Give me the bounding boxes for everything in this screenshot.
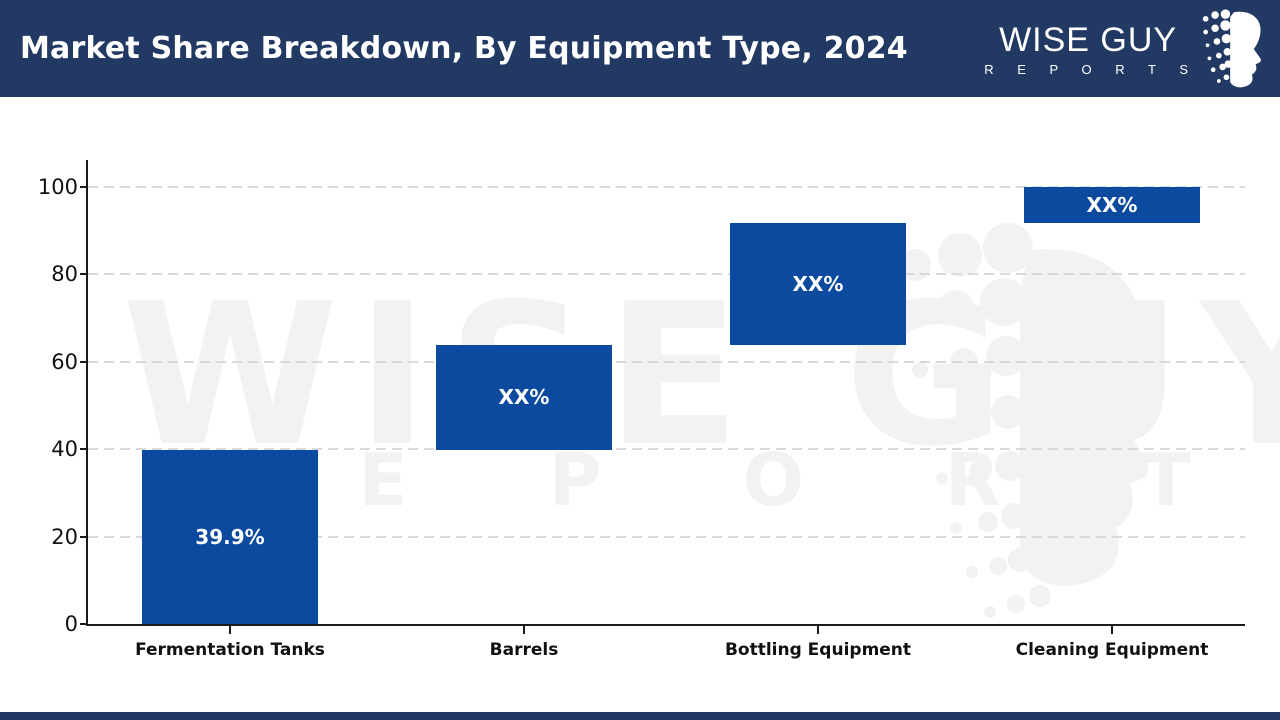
bar-cleaning-equipment: [1024, 187, 1200, 223]
x-axis-line: [86, 624, 1245, 626]
ytick-label-60: 60: [51, 349, 78, 374]
xtick-label-0: Fermentation Tanks: [135, 640, 325, 660]
xtick-mark-2: [817, 626, 819, 634]
ytick-label-100: 100: [37, 175, 78, 199]
ytick-mark-20: [80, 535, 88, 538]
logo-wordmark: WISE GUY: [999, 21, 1178, 59]
ytick-mark-100: [80, 186, 88, 188]
waterfall-chart: 0 20 40 60 80 100 39.9% Fermentation Tanks XX% Ba…: [0, 97, 1280, 712]
ytick-mark-0: [80, 623, 88, 625]
logo-subtitle: R E P O R T S: [984, 62, 1198, 77]
gridline-80: [88, 273, 1245, 276]
bar-label-2: XX%: [792, 272, 844, 296]
xtick-label-3: Cleaning Equipment: [1015, 640, 1209, 660]
xtick-mark-0: [229, 626, 231, 634]
ytick-label-80: 80: [51, 262, 78, 287]
gridline-60: [88, 360, 1245, 363]
watermark-face-icon: [899, 223, 1149, 618]
xtick-mark-1: [523, 626, 525, 634]
ytick-mark-80: [80, 273, 88, 276]
bar-bottling-equipment: [730, 222, 906, 346]
bar-label-0: 39.9%: [195, 524, 265, 549]
bar-fermentation-tanks: [142, 449, 318, 624]
logo-face-icon: [1202, 9, 1261, 88]
gridline-40: [88, 448, 1245, 451]
ytick-label-0: 0: [64, 612, 78, 636]
xtick-label-1: Barrels: [489, 640, 559, 660]
xtick-label-2: Bottling Equipment: [724, 640, 912, 660]
ytick-mark-60: [80, 360, 88, 363]
page-title: Market Share Breakdown, By Equipment Typ…: [20, 31, 908, 66]
bar-barrels: [436, 345, 612, 450]
gridline-20: [88, 535, 1245, 538]
bar-label-1: XX%: [498, 385, 550, 410]
y-axis-line: [86, 160, 88, 626]
logo-text: WISE GUY R E P O R T S: [978, 21, 1198, 77]
ytick-label-20: 20: [51, 524, 78, 549]
bar-label-3: XX%: [1086, 192, 1138, 217]
wise-guy-logo: WISE GUY R E P O R T S: [978, 6, 1266, 92]
xtick-mark-3: [1111, 626, 1113, 634]
footer-bar: [0, 712, 1280, 720]
gridline-100: [88, 186, 1245, 188]
ytick-label-40: 40: [51, 437, 78, 462]
ytick-mark-40: [80, 448, 88, 451]
header-bar: Market Share Breakdown, By Equipment Typ…: [0, 0, 1280, 97]
